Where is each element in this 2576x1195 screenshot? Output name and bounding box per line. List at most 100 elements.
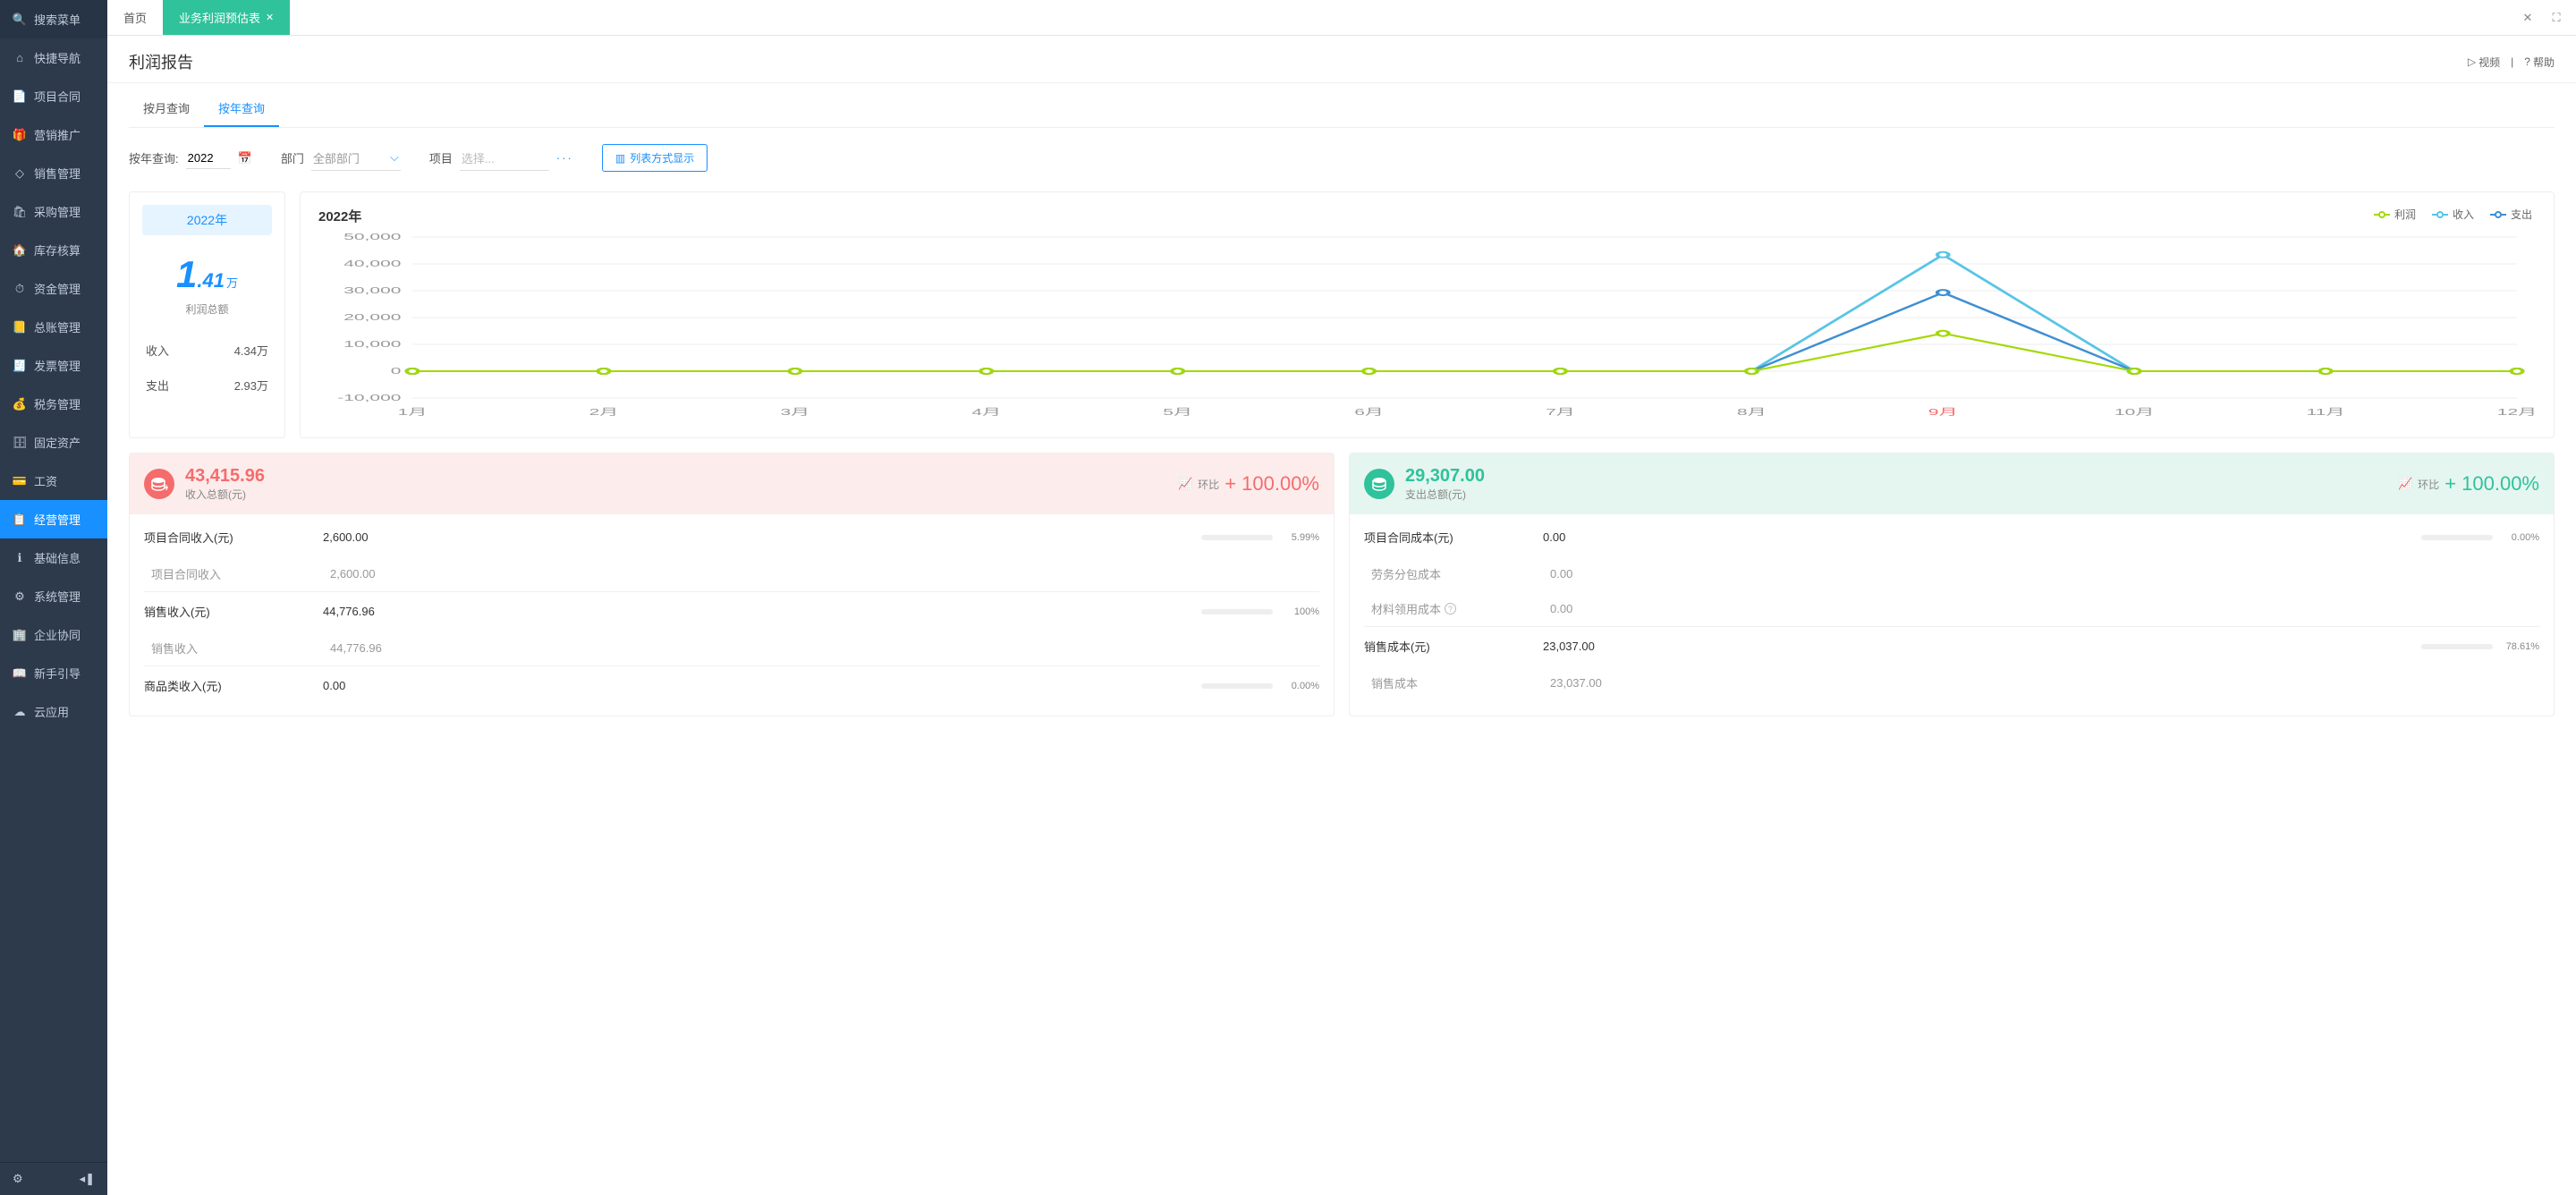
guide-icon: 📖	[13, 666, 27, 681]
legend-item[interactable]: 利润	[2374, 207, 2416, 222]
sidebar-item-6[interactable]: 🏠库存核算	[0, 231, 107, 269]
content: 按月查询 按年查询 按年查询: 📅 部门 全部部门 ⌵ 项目	[107, 83, 2576, 1195]
close-all-icon[interactable]: ✕	[2517, 7, 2538, 29]
row-value: 2,600.00	[323, 530, 466, 544]
row-label: 项目合同收入(元)	[144, 529, 323, 546]
sidebar-item-12[interactable]: 💳工资	[0, 462, 107, 500]
legend-marker	[2374, 210, 2390, 219]
sidebar-item-label: 企业协同	[34, 626, 80, 643]
fullscreen-icon[interactable]: ⛶	[2546, 7, 2567, 29]
sidebar-item-5[interactable]: 🛍采购管理	[0, 192, 107, 231]
year-input[interactable]	[186, 148, 231, 169]
sidebar-item-11[interactable]: 🗄固定资产	[0, 423, 107, 462]
expense-amount: 29,307.00	[1405, 466, 2387, 487]
chevron-down-icon: ⌵	[390, 150, 399, 165]
settings-icon[interactable]: ⚙	[13, 1172, 23, 1186]
sidebar-item-8[interactable]: 📒 总账管理	[0, 308, 107, 346]
filter-year: 按年查询: 📅	[129, 148, 252, 169]
sidebar-footer: ⚙ ◂❚	[0, 1162, 107, 1195]
svg-text:20,000: 20,000	[343, 312, 401, 322]
svg-text:10月: 10月	[2114, 407, 2154, 417]
dept-label: 部门	[281, 149, 304, 166]
video-link[interactable]: ▷ 视频	[2468, 55, 2500, 70]
cloud-icon: ☁	[13, 705, 27, 719]
expense-totals: 29,307.00 支出总额(元)	[1405, 466, 2387, 502]
row-label: 项目合同收入	[151, 565, 330, 582]
collapse-icon[interactable]: ◂❚	[80, 1172, 95, 1186]
list-mode-button[interactable]: ▥ 列表方式显示	[602, 144, 708, 172]
summary-card: 2022年 1.41万 利润总额 收入4.34万支出2.93万	[129, 191, 285, 438]
sidebar-item-2[interactable]: 📄项目合同	[0, 77, 107, 115]
panel-row: 劳务分包成本0.00	[1364, 556, 2539, 591]
tax-icon: 💰	[13, 397, 27, 411]
tab-active[interactable]: 业务利润预估表 ✕	[163, 0, 290, 35]
svg-text:6月: 6月	[1354, 407, 1384, 417]
sidebar-item-0[interactable]: 🔍搜索菜单	[0, 0, 107, 38]
clock-icon: ⏱	[13, 282, 27, 296]
svg-text:0: 0	[391, 366, 402, 376]
sidebar-item-10[interactable]: 💰 税务管理	[0, 385, 107, 423]
legend-item[interactable]: 支出	[2490, 207, 2532, 222]
income-panel: + 43,415.96 收入总额(元) 📈 环比 + 100.00% 项目合同收…	[129, 453, 1335, 716]
line-chart: 50,00040,00030,00020,00010,0000-10,0001月…	[318, 233, 2536, 420]
panel-row: 项目合同收入2,600.00	[144, 556, 1319, 591]
income-icon: +	[144, 469, 174, 499]
sidebar-item-15[interactable]: ⚙系统管理	[0, 577, 107, 615]
row-value: 23,037.00	[1550, 676, 1693, 690]
tab-home[interactable]: 首页	[107, 0, 163, 35]
info-icon[interactable]: ?	[1445, 603, 1456, 614]
dept-select[interactable]: 全部部门 ⌵	[311, 146, 401, 171]
row-bar: 0.00%	[466, 681, 1319, 691]
row-label: 材料领用成本?	[1371, 600, 1550, 617]
project-select[interactable]: 选择...	[460, 146, 549, 171]
sidebar-item-label: 库存核算	[34, 242, 80, 258]
sidebar-item-9[interactable]: 🧾发票管理	[0, 346, 107, 385]
income-totals: 43,415.96 收入总额(元)	[185, 466, 1167, 502]
sidebar-item-label: 云应用	[34, 703, 69, 720]
corp-icon: 🏢	[13, 628, 27, 642]
query-tab-year[interactable]: 按年查询	[204, 90, 279, 127]
year-label: 按年查询:	[129, 149, 179, 166]
summary-row: 支出2.93万	[142, 368, 272, 403]
sidebar-item-label: 基础信息	[34, 549, 80, 566]
sidebar-item-label: 项目合同	[34, 88, 80, 105]
bag-icon: 🛍	[13, 205, 27, 219]
sidebar-item-1[interactable]: ⌂快捷导航	[0, 38, 107, 77]
sidebar-item-13[interactable]: 📋经营管理	[0, 500, 107, 538]
sidebar-item-14[interactable]: ℹ基础信息	[0, 538, 107, 577]
year-badge: 2022年	[142, 205, 272, 235]
sidebar-item-label: 总账管理	[34, 318, 80, 335]
project-more-icon[interactable]: ···	[556, 151, 573, 165]
chart-legend: 利润 收入 支出	[2374, 207, 2532, 222]
sidebar-item-label: 营销推广	[34, 126, 80, 143]
help-link[interactable]: ? 帮助	[2524, 55, 2555, 70]
sidebar-item-3[interactable]: 🎁营销推广	[0, 115, 107, 154]
tab-active-label: 业务利润预估表	[179, 9, 260, 26]
legend-marker	[2490, 210, 2506, 219]
svg-text:11月: 11月	[2307, 407, 2345, 417]
query-tab-month[interactable]: 按月查询	[129, 90, 204, 127]
income-sub: 收入总额(元)	[185, 487, 1167, 502]
tab-close-icon[interactable]: ✕	[266, 12, 274, 23]
app-root: 🔍搜索菜单⌂快捷导航📄项目合同🎁营销推广◇销售管理🛍采购管理🏠库存核算⏱资金管理…	[0, 0, 2576, 1195]
row-bar: 5.99%	[466, 532, 1319, 543]
calendar-icon[interactable]: 📅	[238, 151, 252, 165]
svg-text:40,000: 40,000	[343, 258, 401, 268]
asset-icon: 🗄	[13, 436, 27, 450]
main: 首页 业务利润预估表 ✕ ✕ ⛶ 利润报告 ▷ 视频 | ? 帮助 按月查询 按…	[107, 0, 2576, 1195]
income-rows: 项目合同收入(元)2,600.005.99% 项目合同收入2,600.00 销售收入…	[130, 514, 1334, 716]
trend-up-icon: 📈	[2398, 477, 2412, 491]
svg-text:2月: 2月	[589, 407, 619, 417]
list-icon: ▥	[615, 152, 625, 165]
sidebar-item-17[interactable]: 📖新手引导	[0, 654, 107, 692]
book-icon: 📒	[13, 320, 27, 335]
sidebar-item-7[interactable]: ⏱资金管理	[0, 269, 107, 308]
sidebar-item-label: 税务管理	[34, 395, 80, 412]
sidebar-item-18[interactable]: ☁ 云应用	[0, 692, 107, 731]
legend-item[interactable]: 收入	[2432, 207, 2474, 222]
page-title: 利润报告	[129, 50, 193, 73]
sidebar-item-4[interactable]: ◇销售管理	[0, 154, 107, 192]
sidebar: 🔍搜索菜单⌂快捷导航📄项目合同🎁营销推广◇销售管理🛍采购管理🏠库存核算⏱资金管理…	[0, 0, 107, 1195]
row-label: 销售收入	[151, 640, 330, 657]
sidebar-item-16[interactable]: 🏢 企业协同	[0, 615, 107, 654]
